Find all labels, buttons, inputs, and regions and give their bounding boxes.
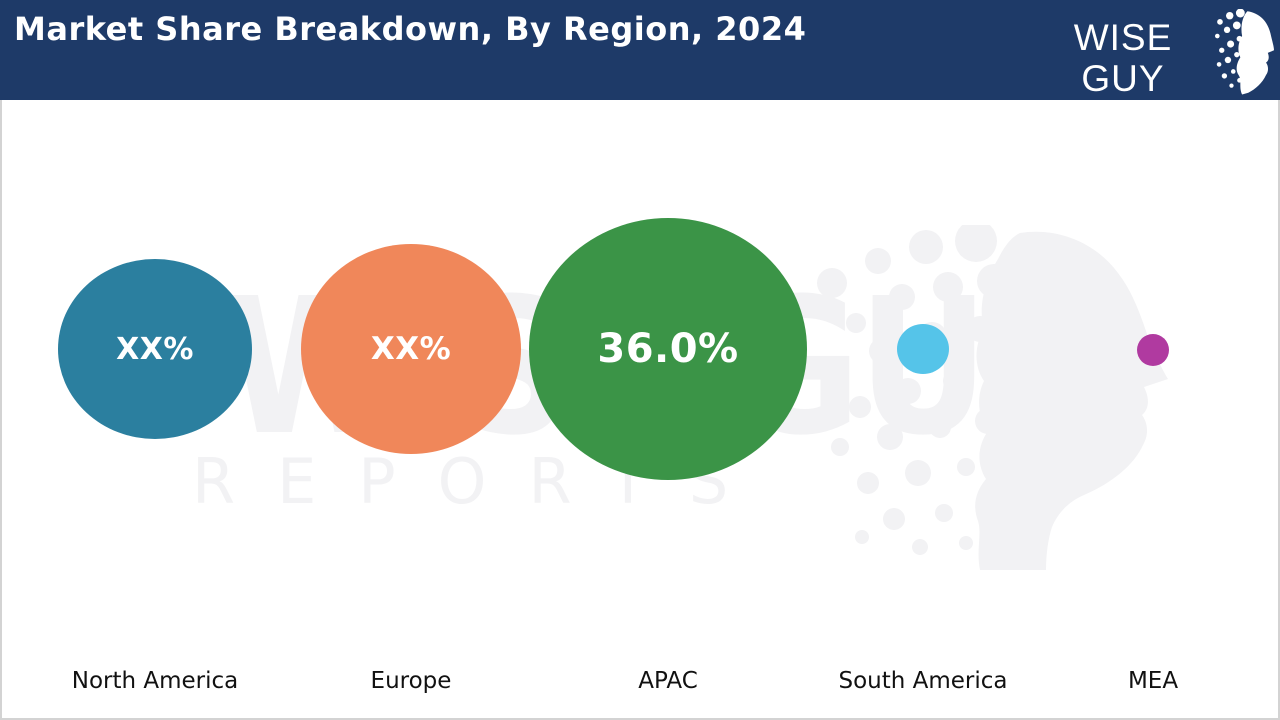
chart-canvas: WISE GUY REPORTS XX%XX%36.0% North Ameri… <box>0 100 1280 720</box>
bubble-europe: XX% <box>301 244 521 454</box>
category-label-apac: APAC <box>638 668 698 694</box>
bubble-south-america <box>897 324 949 374</box>
header-bar: Market Share Breakdown, By Region, 2024 … <box>0 0 1280 116</box>
category-label-south-america: South America <box>838 668 1008 694</box>
bubble-north-america: XX% <box>58 259 252 439</box>
category-label-layer: North America Europe APAC South America MEA <box>2 100 1278 718</box>
head-logo-icon <box>1215 9 1274 95</box>
wise-guy-logo: WISE GUY REPORTS <box>1034 4 1274 116</box>
bubble-apac: 36.0% <box>529 218 807 480</box>
logo-text: WISE GUY REPORTS <box>1034 17 1212 117</box>
bubble-layer: XX% XX% 36.0% <box>2 100 1278 718</box>
logo-subtitle: REPORTS <box>1053 100 1199 117</box>
bubble-value-apac: 36.0% <box>597 326 739 372</box>
bubble-value-north-america: XX% <box>116 331 194 367</box>
category-label-mea: MEA <box>1127 668 1179 694</box>
category-label-europe: Europe <box>370 668 452 694</box>
bubble-value-europe: XX% <box>370 331 452 367</box>
head-watermark-icon <box>817 225 1168 570</box>
category-label-north-america: North America <box>71 668 239 694</box>
page-title: Market Share Breakdown, By Region, 2024 <box>14 10 807 48</box>
logo-wordmark: WISE GUY <box>1073 17 1173 99</box>
bubble-mea <box>1137 334 1169 366</box>
